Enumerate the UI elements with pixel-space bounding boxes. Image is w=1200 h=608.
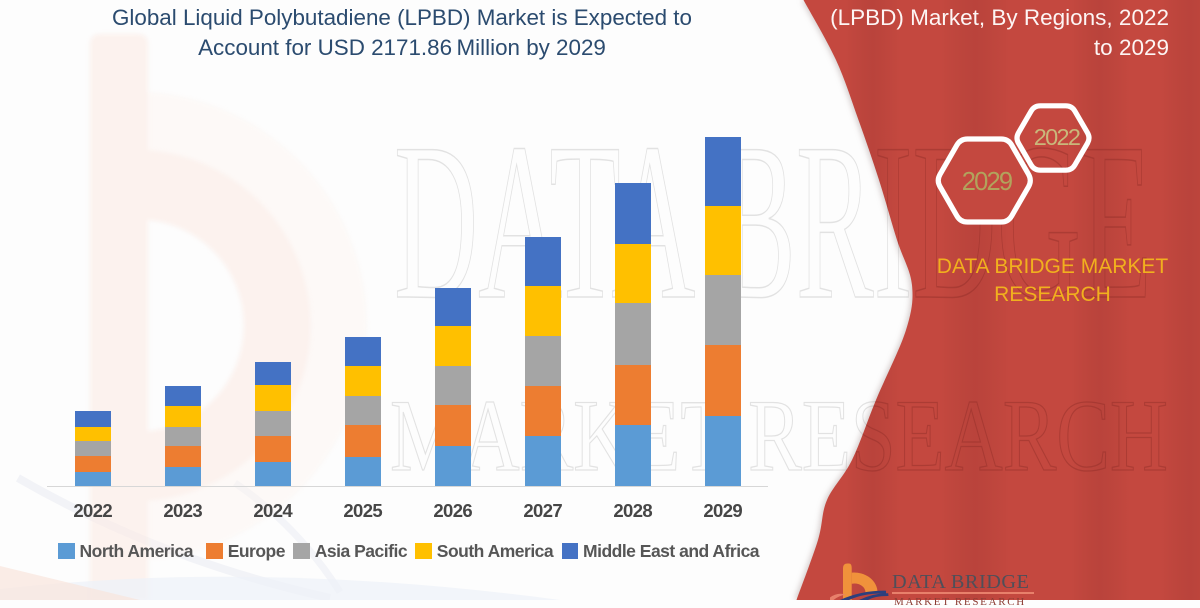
svg-text:2022: 2022 [1034,124,1080,150]
svg-text:2029: 2029 [962,168,1012,196]
svg-text:DATA BRIDGE: DATA BRIDGE [394,96,1152,346]
svg-text:MARKET RESEARCH: MARKET RESEARCH [390,379,1168,493]
